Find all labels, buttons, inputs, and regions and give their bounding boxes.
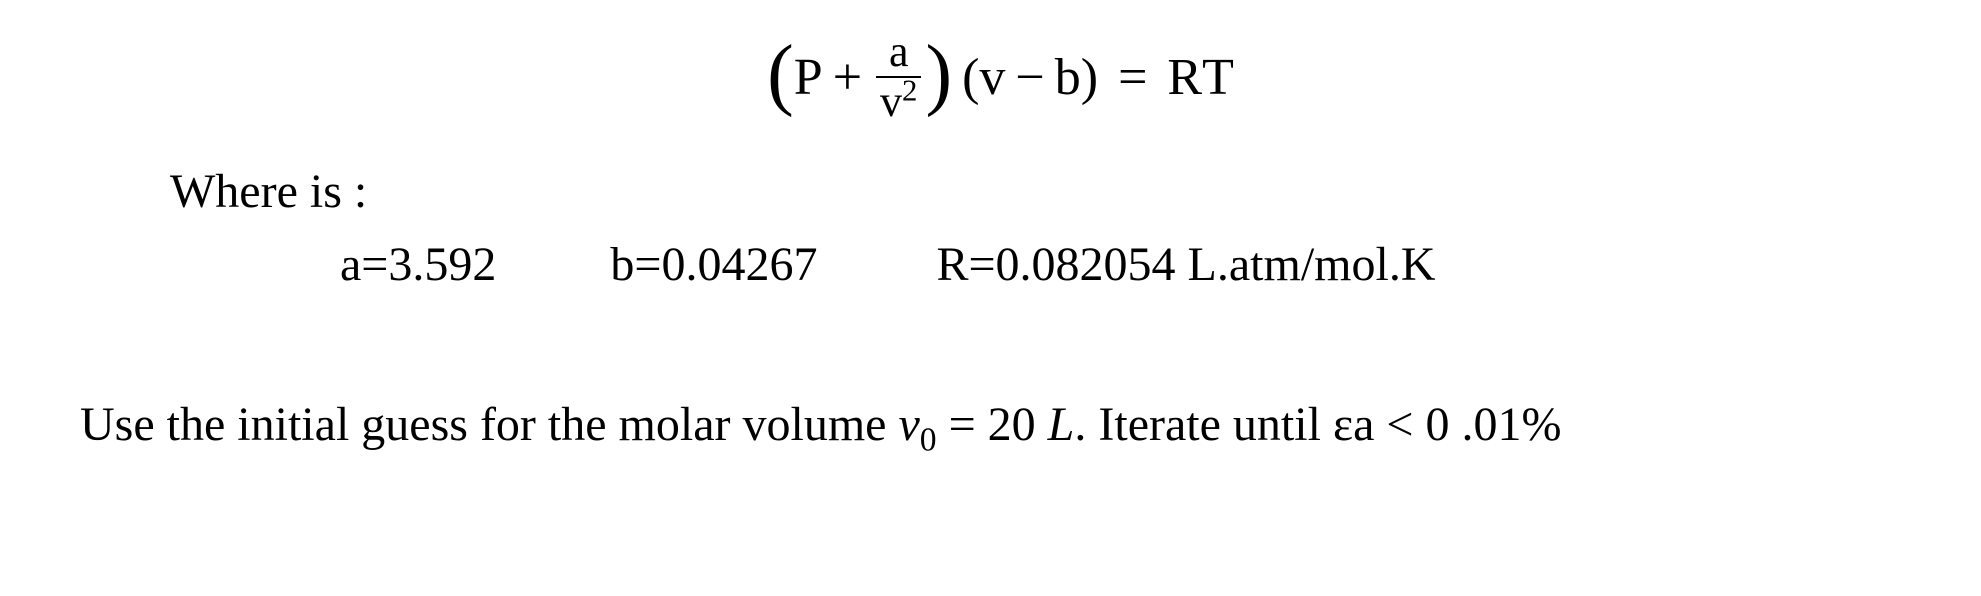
eq-paren2-close: ): [1081, 48, 1098, 107]
instruction-L: L: [1048, 398, 1075, 451]
van-der-waals-equation: ( P + a v2 ) (v − b) = RT: [80, 30, 1921, 124]
eq-frac-den: v2: [876, 76, 921, 124]
eq-R: R: [1167, 48, 1202, 107]
eq-equals: =: [1118, 48, 1147, 107]
eq-T: T: [1202, 48, 1234, 107]
eq-P: P: [794, 48, 823, 107]
param-a: a=3.592: [340, 238, 496, 291]
eq-plus: +: [833, 48, 862, 107]
equation-content: ( P + a v2 ) (v − b) = RT: [767, 30, 1234, 124]
eq-frac-den-exp: 2: [902, 73, 917, 107]
eq-v: v: [979, 48, 1005, 107]
instruction-part3: . Iterate until εa < 0 .01%: [1074, 398, 1561, 451]
instruction-part1: Use the initial guess for the molar volu…: [80, 398, 898, 451]
right-paren: ): [925, 42, 952, 106]
left-paren: (: [767, 42, 794, 106]
instruction-part2: = 20: [937, 398, 1048, 451]
instruction-v-sub: 0: [920, 422, 937, 459]
instruction-line: Use the initial guess for the molar volu…: [80, 397, 1921, 452]
eq-b: b: [1055, 48, 1081, 107]
parameters-line: a=3.592 b=0.04267 R=0.082054 L.atm/mol.K: [340, 237, 1921, 292]
eq-frac-num: a: [885, 30, 913, 76]
param-b: b=0.04267: [610, 238, 817, 291]
eq-fraction: a v2: [876, 30, 921, 124]
param-R: R=0.082054 L.atm/mol.K: [936, 238, 1435, 291]
instruction-v-base: v: [898, 398, 919, 451]
eq-frac-den-base: v: [880, 77, 902, 126]
eq-minus: −: [1015, 48, 1044, 107]
where-label: Where is :: [170, 164, 1921, 219]
eq-paren2-open: (: [962, 48, 979, 107]
